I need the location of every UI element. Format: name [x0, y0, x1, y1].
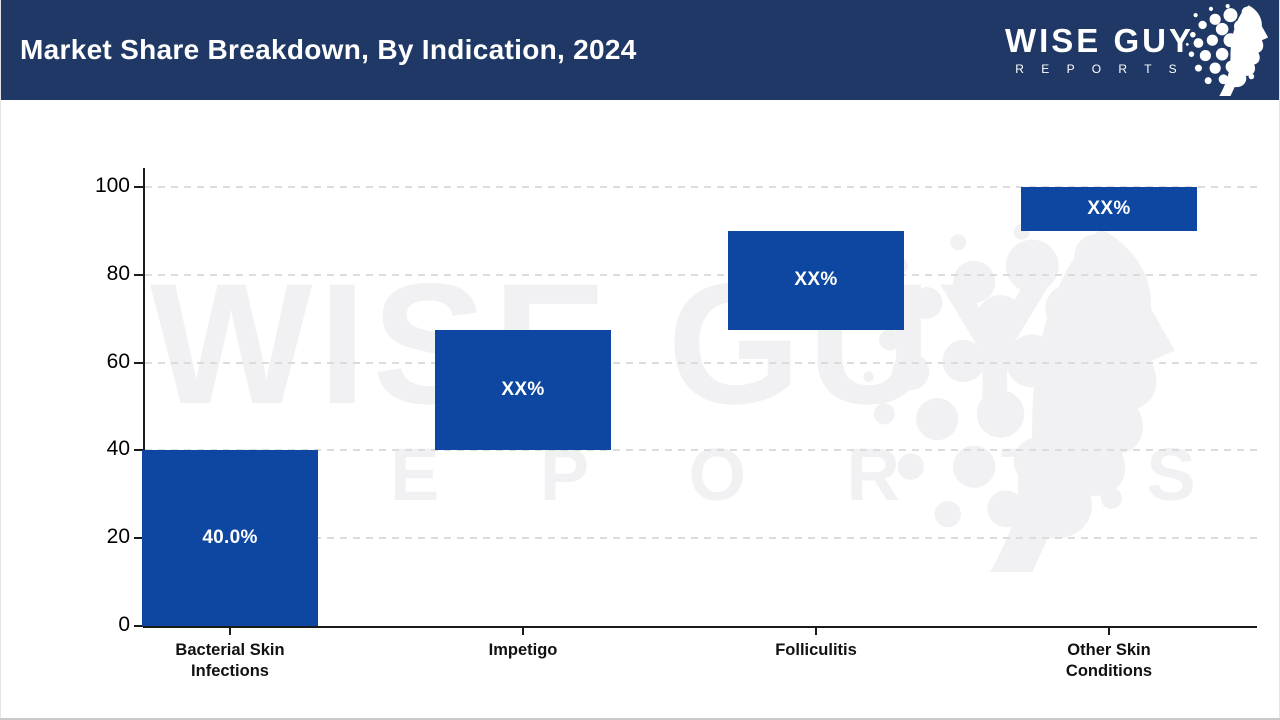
y-tick-label: 40 — [106, 437, 130, 461]
category-label: Impetigo — [403, 640, 643, 661]
bar-value-label: XX% — [794, 269, 838, 291]
y-tick-label: 60 — [106, 349, 130, 373]
y-gridline — [145, 186, 1262, 188]
brand-subtitle: R E P O R T S — [1015, 62, 1184, 76]
y-tick-label: 0 — [118, 613, 130, 636]
brand-head-icon — [1184, 4, 1270, 96]
y-tick-mark — [134, 273, 143, 276]
category-label: Bacterial Skin Infections — [110, 640, 350, 682]
category-label-line: Infections — [191, 662, 269, 681]
brand-logo: WISE GUY R E P O R T S — [1005, 4, 1270, 96]
y-axis-line — [143, 168, 145, 628]
y-tick-mark — [134, 625, 143, 627]
brand-text: WISE GUY R E P O R T S — [1005, 24, 1194, 76]
y-tick-mark — [134, 449, 143, 452]
y-gridline — [145, 361, 1262, 364]
bar-segment: XX% — [728, 230, 904, 330]
category-label-line: Bacterial Skin — [175, 641, 285, 659]
category-label-line: Conditions — [1065, 662, 1153, 681]
bar-value-label: 40.0% — [202, 527, 258, 549]
y-gridline — [145, 537, 1262, 540]
y-tick-mark — [134, 537, 143, 540]
category-label-line: Other Skin — [1067, 641, 1151, 659]
brand-name: WISE GUY — [1004, 22, 1194, 59]
bar-segment: 40.0% — [142, 450, 318, 626]
bar-value-label: XX% — [1087, 197, 1131, 219]
y-tick-mark — [134, 186, 143, 188]
y-gridline — [145, 449, 1262, 452]
y-tick-label: 80 — [106, 261, 130, 285]
y-gridline — [145, 273, 1262, 276]
x-tick-mark — [1108, 628, 1110, 635]
page-title: Market Share Breakdown, By Indication, 2… — [20, 34, 637, 65]
y-tick-label: 100 — [94, 174, 130, 197]
x-axis-line — [143, 626, 1257, 628]
category-label: Folliculitis — [696, 640, 936, 661]
category-label: Other Skin Conditions — [989, 640, 1229, 682]
header-bar: Market Share Breakdown, By Indication, 2… — [0, 0, 1280, 100]
y-tick-label: 20 — [106, 525, 130, 549]
bar-segment: XX% — [435, 329, 611, 451]
x-tick-mark — [229, 628, 231, 635]
category-label-line: Folliculitis — [775, 641, 857, 659]
x-tick-mark — [815, 628, 817, 635]
bar-value-label: XX% — [501, 379, 545, 401]
y-tick-mark — [134, 361, 143, 364]
category-label-line: Impetigo — [488, 641, 558, 659]
bar-segment: XX% — [1021, 187, 1197, 231]
x-tick-mark — [522, 628, 524, 635]
